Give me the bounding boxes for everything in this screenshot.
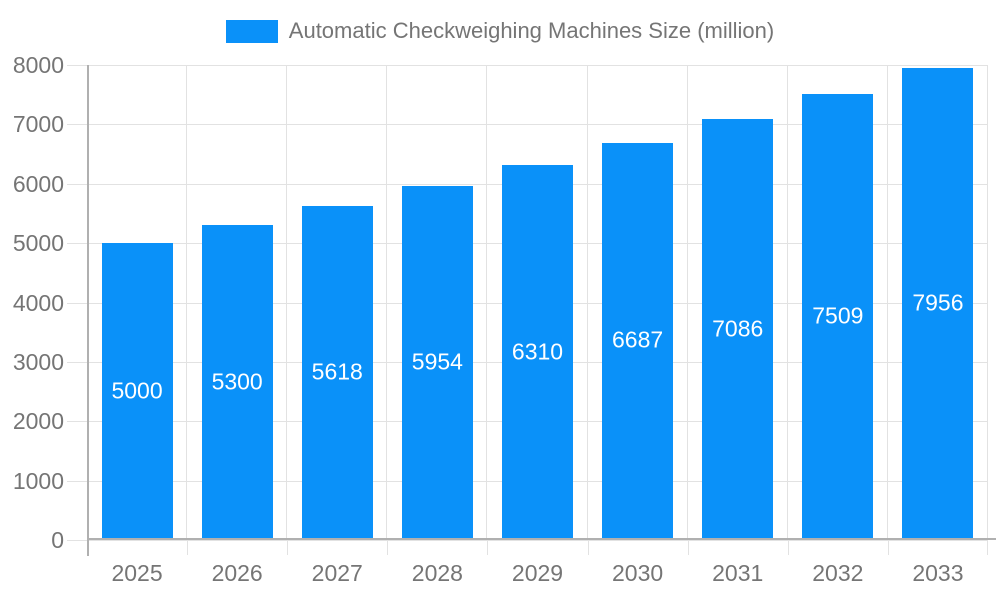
x-gridline bbox=[686, 65, 688, 540]
y-gridline bbox=[87, 124, 988, 126]
legend-label: Automatic Checkweighing Machines Size (m… bbox=[288, 18, 775, 43]
x-axis-label: 2029 bbox=[511, 560, 564, 586]
y-axis-label: 6000 bbox=[12, 170, 64, 197]
y-axis-label: 8000 bbox=[12, 52, 64, 78]
y-axis-tick bbox=[67, 65, 87, 66]
chart-legend[interactable]: Automatic Checkweighing Machines Size (m… bbox=[0, 18, 1000, 44]
y-axis-tick bbox=[67, 183, 87, 185]
bar-value-label: 7086 bbox=[712, 315, 764, 342]
bar: 6310 bbox=[502, 165, 573, 538]
y-axis-line bbox=[87, 65, 89, 556]
y-axis-tick bbox=[67, 361, 87, 363]
y-axis-label: 7000 bbox=[12, 111, 64, 138]
bar-value-label: 6310 bbox=[511, 338, 564, 365]
y-axis-label: 3000 bbox=[12, 348, 64, 375]
x-gridline bbox=[486, 65, 488, 540]
x-axis-label: 2026 bbox=[211, 560, 263, 586]
bar-value-label: 5300 bbox=[211, 368, 263, 395]
x-axis-label: 2028 bbox=[411, 560, 463, 586]
x-gridline bbox=[386, 65, 388, 540]
bar-value-label: 5954 bbox=[411, 348, 463, 375]
bar: 5000 bbox=[101, 243, 173, 538]
x-axis-label: 2025 bbox=[111, 560, 163, 586]
y-axis-tick bbox=[67, 480, 87, 482]
x-gridline bbox=[886, 65, 888, 540]
x-axis-label: 2027 bbox=[311, 560, 363, 586]
y-axis-tick bbox=[67, 243, 87, 245]
bar-value-label: 5000 bbox=[111, 377, 163, 404]
x-axis-tick bbox=[387, 540, 389, 555]
y-axis-label: 1000 bbox=[12, 467, 64, 494]
bar: 5300 bbox=[201, 225, 273, 538]
x-gridline bbox=[586, 65, 588, 540]
x-axis-tick bbox=[987, 540, 988, 555]
legend-swatch bbox=[225, 19, 278, 43]
x-axis-tick bbox=[687, 540, 689, 555]
y-axis-label: 4000 bbox=[12, 289, 64, 316]
y-gridline bbox=[87, 540, 988, 541]
x-axis-label: 2031 bbox=[712, 560, 764, 586]
x-axis-tick bbox=[187, 540, 189, 555]
bar: 5954 bbox=[401, 186, 473, 538]
bar-value-label: 7956 bbox=[912, 289, 964, 316]
x-axis-label: 2033 bbox=[912, 560, 964, 586]
bar: 7509 bbox=[802, 94, 874, 538]
x-axis-tick bbox=[787, 540, 789, 555]
x-gridline bbox=[786, 65, 788, 540]
y-axis-label: 5000 bbox=[12, 230, 64, 257]
y-axis-label: 2000 bbox=[12, 408, 64, 435]
bar-value-label: 7509 bbox=[812, 302, 864, 329]
y-gridline bbox=[87, 65, 988, 66]
x-axis-tick bbox=[587, 540, 589, 555]
bar: 7086 bbox=[702, 119, 774, 538]
y-axis-label: 0 bbox=[51, 527, 64, 553]
x-gridline bbox=[286, 65, 288, 540]
x-gridline bbox=[987, 65, 988, 540]
x-gridline bbox=[186, 65, 188, 540]
y-axis-tick bbox=[67, 124, 87, 126]
x-axis-label: 2030 bbox=[612, 560, 664, 586]
x-axis-label: 2032 bbox=[812, 560, 864, 586]
bar-value-label: 6687 bbox=[612, 326, 664, 353]
y-axis-tick bbox=[67, 302, 87, 304]
bar-value-label: 5618 bbox=[311, 358, 363, 385]
y-axis-tick bbox=[67, 540, 87, 541]
bar: 5618 bbox=[301, 206, 373, 538]
x-axis-tick bbox=[887, 540, 889, 555]
x-axis-tick bbox=[287, 540, 289, 555]
x-axis-tick bbox=[487, 540, 489, 555]
y-axis-tick bbox=[67, 421, 87, 423]
x-axis-line bbox=[87, 538, 996, 540]
bar: 6687 bbox=[602, 142, 674, 538]
bar: 7956 bbox=[902, 67, 974, 538]
plot-area: 5000 5300 5618 5954 6310 6687 7086 7509 7956 bbox=[67, 65, 996, 556]
